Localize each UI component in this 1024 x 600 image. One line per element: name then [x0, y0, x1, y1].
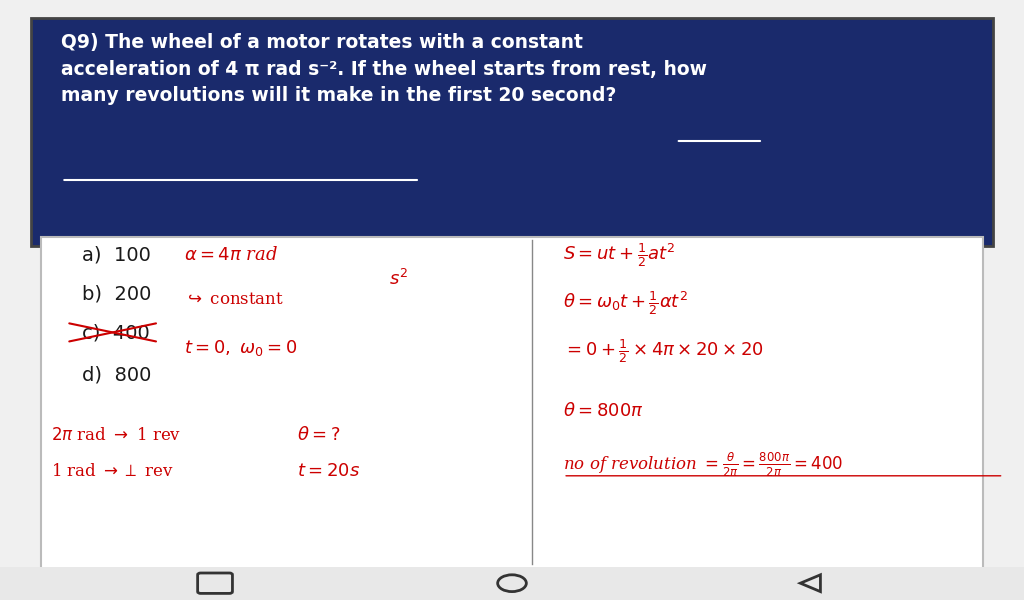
- Bar: [41, 237, 983, 570]
- Text: $2\pi$ rad $\rightarrow$ 1 rev: $2\pi$ rad $\rightarrow$ 1 rev: [51, 427, 181, 443]
- Text: no of revolution $= \frac{\theta}{2\pi} = \frac{800\pi}{2\pi} = 400$: no of revolution $= \frac{\theta}{2\pi} …: [563, 451, 844, 479]
- FancyBboxPatch shape: [31, 18, 993, 246]
- Text: $\alpha = 4\pi$ rad: $\alpha = 4\pi$ rad: [184, 246, 279, 264]
- Text: $t = 20s$: $t = 20s$: [297, 462, 360, 480]
- Text: $t=0,\ \omega_0=0$: $t=0,\ \omega_0=0$: [184, 338, 298, 358]
- Text: $\theta = \omega_0 t + \frac{1}{2}\alpha t^2$: $\theta = \omega_0 t + \frac{1}{2}\alpha…: [563, 289, 688, 317]
- Text: d)  800: d) 800: [82, 365, 152, 385]
- Text: $\theta = ?$: $\theta = ?$: [297, 426, 340, 444]
- Text: 1 rad $\rightarrow \perp$ rev: 1 rad $\rightarrow \perp$ rev: [51, 463, 174, 479]
- Text: a)  100: a) 100: [82, 245, 151, 265]
- Text: $\hookrightarrow$ constant: $\hookrightarrow$ constant: [184, 292, 285, 308]
- Text: Q9) The wheel of a motor rotates with a constant
acceleration of 4 π rad s⁻². If: Q9) The wheel of a motor rotates with a …: [61, 33, 708, 105]
- Text: $s^2$: $s^2$: [389, 269, 409, 289]
- Text: b)  200: b) 200: [82, 284, 152, 304]
- Bar: [0, 567, 1024, 600]
- Text: $= 0 + \frac{1}{2} \times 4\pi \times 20 \times 20$: $= 0 + \frac{1}{2} \times 4\pi \times 20…: [563, 337, 764, 365]
- Text: $\theta = 800\pi$: $\theta = 800\pi$: [563, 402, 644, 420]
- Text: c)  400: c) 400: [82, 323, 150, 343]
- Text: $S = ut + \frac{1}{2}at^2$: $S = ut + \frac{1}{2}at^2$: [563, 241, 676, 269]
